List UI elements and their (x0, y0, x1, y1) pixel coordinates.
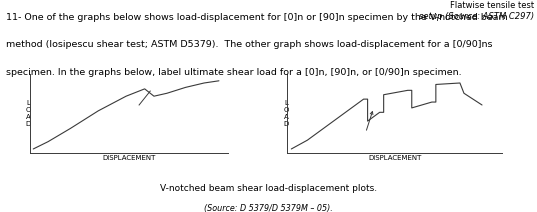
Text: specimen. In the graphs below, label ultimate shear load for a [0]n, [90]n, or [: specimen. In the graphs below, label ult… (6, 68, 462, 77)
X-axis label: DISPLACEMENT: DISPLACEMENT (368, 155, 422, 161)
Text: setup (Source: ASTM C297): setup (Source: ASTM C297) (419, 12, 534, 21)
Text: V-notched beam shear load-displacement plots.: V-notched beam shear load-displacement p… (160, 184, 377, 193)
Text: (Source: D 5379/D 5379M – 05).: (Source: D 5379/D 5379M – 05). (204, 204, 333, 212)
Y-axis label: L
O
A
D: L O A D (283, 100, 288, 127)
Text: Flatwise tensile test: Flatwise tensile test (450, 1, 534, 10)
Y-axis label: L
O
A
D: L O A D (25, 100, 31, 127)
Text: method (Iosipescu shear test; ASTM D5379).  The other graph shows load-displacem: method (Iosipescu shear test; ASTM D5379… (6, 40, 493, 49)
X-axis label: DISPLACEMENT: DISPLACEMENT (102, 155, 156, 161)
Text: 11- One of the graphs below shows load-displacement for [0]n or [90]n specimen b: 11- One of the graphs below shows load-d… (6, 13, 508, 22)
